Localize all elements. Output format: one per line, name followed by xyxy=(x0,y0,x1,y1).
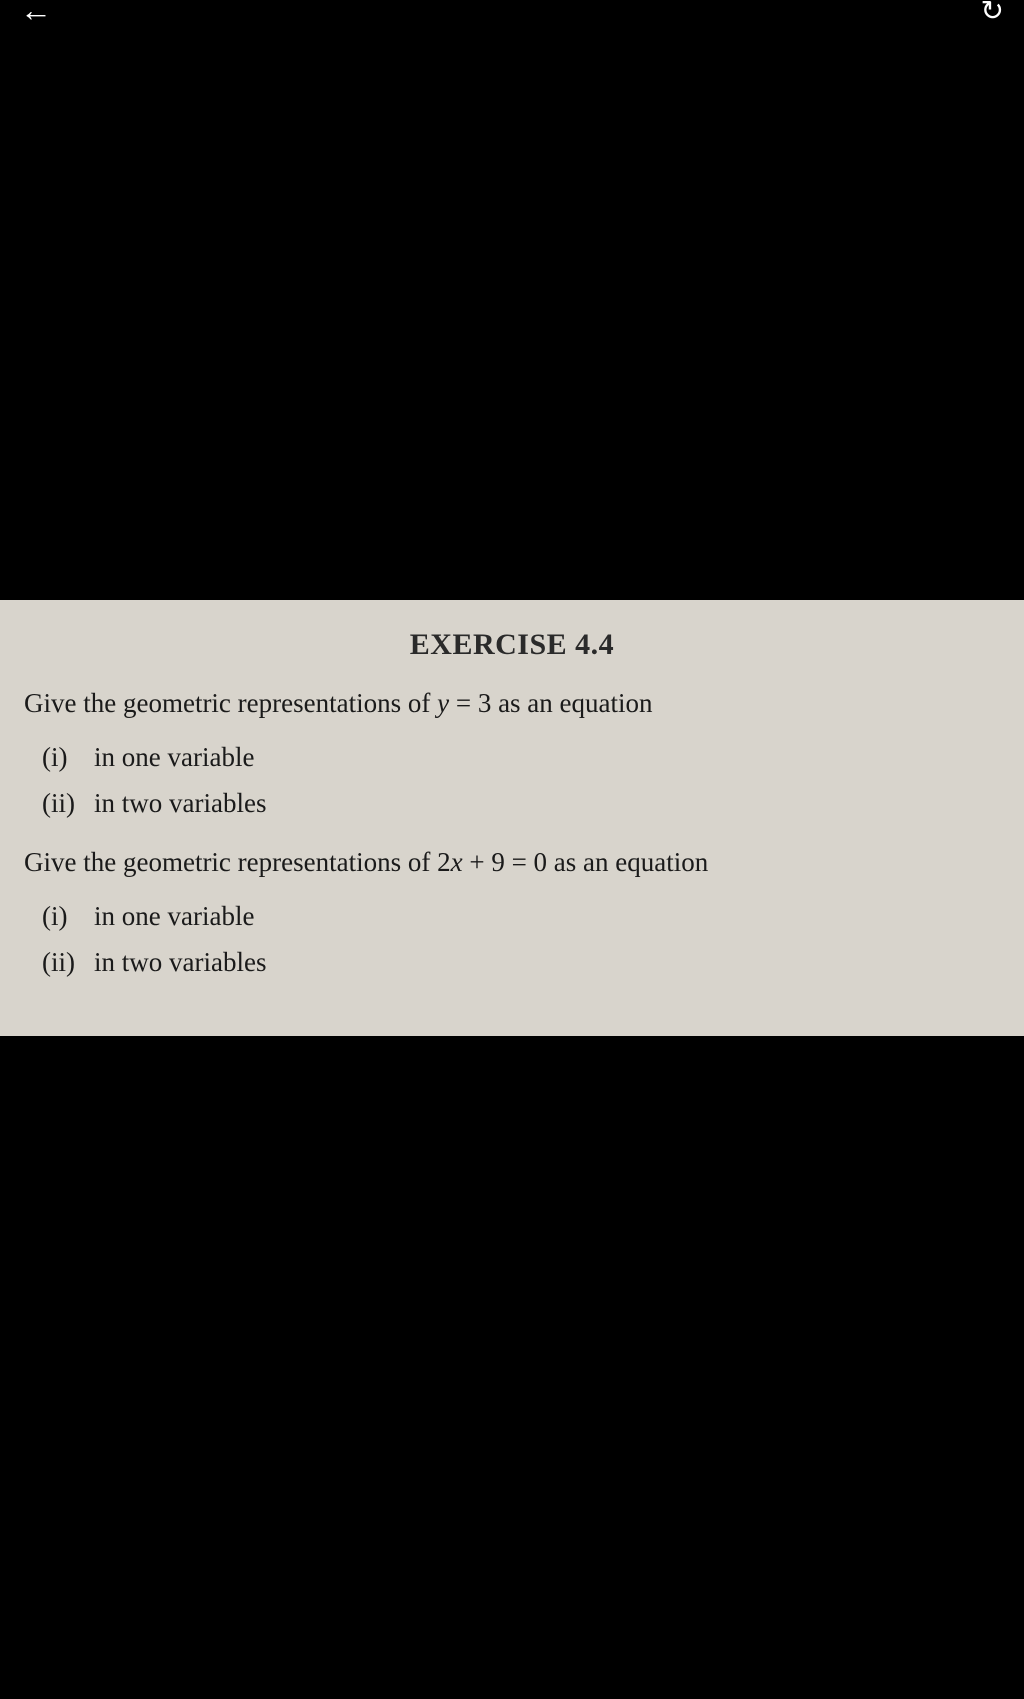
q2-option-ii-text: in two variables xyxy=(94,940,266,986)
q2-rest: + 9 = 0 as an equation xyxy=(463,847,709,877)
q1-option-i: (i) in one variable xyxy=(42,735,1000,781)
q1-var: y xyxy=(437,688,449,718)
exercise-title: EXERCISE 4.4 xyxy=(24,628,1000,662)
exercise-page: EXERCISE 4.4 Give the geometric represen… xyxy=(0,600,1024,1036)
question-2-text: Give the geometric representations of 2x… xyxy=(24,841,1000,884)
q2-option-i-label: (i) xyxy=(42,894,94,940)
q1-option-ii-label: (ii) xyxy=(42,781,94,827)
q1-option-ii: (ii) in two variables xyxy=(42,781,1000,827)
q1-option-i-text: in one variable xyxy=(94,735,254,781)
q2-prefix: Give the geometric representations of 2 xyxy=(24,847,451,877)
q1-prefix: Give the geometric representations of xyxy=(24,688,437,718)
q1-option-i-label: (i) xyxy=(42,735,94,781)
q2-option-i-text: in one variable xyxy=(94,894,254,940)
q1-options: (i) in one variable (ii) in two variable… xyxy=(24,735,1000,827)
q2-options: (i) in one variable (ii) in two variable… xyxy=(24,894,1000,986)
refresh-icon[interactable]: ↻ xyxy=(981,0,1004,28)
question-1-text: Give the geometric representations of y … xyxy=(24,682,1000,725)
q2-var: x xyxy=(451,847,463,877)
q1-option-ii-text: in two variables xyxy=(94,781,266,827)
q1-rest: = 3 as an equation xyxy=(449,688,652,718)
back-arrow-icon[interactable]: ← xyxy=(20,0,52,29)
q2-option-i: (i) in one variable xyxy=(42,894,1000,940)
q2-option-ii: (ii) in two variables xyxy=(42,940,1000,986)
q2-option-ii-label: (ii) xyxy=(42,940,94,986)
top-bar: ← ↻ xyxy=(0,0,1024,50)
